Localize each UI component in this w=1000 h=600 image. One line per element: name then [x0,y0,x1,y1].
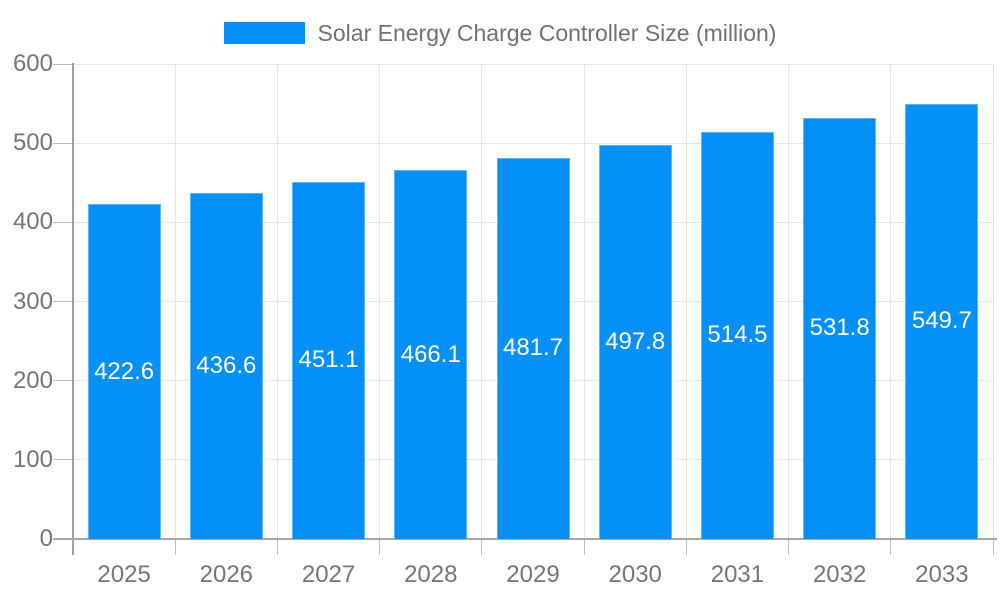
x-axis-label-2031: 2031 [710,561,765,588]
xtick-mark-8 [890,539,892,555]
xtick-mark-3 [379,539,381,555]
gridline-x-6 [685,64,687,539]
legend-label[interactable]: Solar Energy Charge Controller Size (mil… [317,19,777,46]
xtick-mark-9 [992,539,994,555]
bar-value-2028: 466.1 [400,340,461,368]
bar-value-2025: 422.6 [94,357,155,385]
xtick-mark-4 [481,539,483,555]
bar-value-2031: 514.5 [707,321,768,349]
xtick-mark-2 [276,539,278,555]
x-axis-label-2030: 2030 [608,561,662,588]
gridline-x-7 [788,64,790,539]
y-axis-label-200: 200 [12,366,53,394]
ytick-mark-500 [53,142,73,144]
xtick-mark-7 [788,539,790,555]
ytick-mark-400 [53,221,73,223]
x-axis-label-2028: 2028 [404,561,458,588]
bar-value-2032: 531.8 [809,314,870,342]
x-axis-label-2025: 2025 [97,561,151,588]
gridline-x-3 [379,64,381,539]
bar-2031[interactable] [700,131,774,539]
x-axis-label-2026: 2026 [199,561,254,588]
legend[interactable]: Solar Energy Charge Controller Size (mil… [0,16,1000,50]
bar-2030[interactable] [598,144,672,539]
y-axis-label-300: 300 [12,287,53,315]
ytick-mark-100 [53,459,73,461]
y-axis-label-600: 600 [12,50,53,77]
xtick-mark-5 [583,539,585,555]
bar-2025[interactable] [87,204,161,539]
ytick-mark-600 [53,63,73,65]
x-axis-line [53,538,997,540]
gridline-x-5 [583,64,585,539]
ytick-mark-200 [53,380,73,382]
ytick-mark-300 [53,301,73,302]
bar-2026[interactable] [189,193,263,539]
bar-2028[interactable] [394,170,468,539]
xtick-mark-1 [174,539,176,555]
gridline-x-2 [276,64,278,539]
gridline-x-1 [174,64,176,539]
y-axis-label-100: 100 [12,445,53,473]
bar-value-2026: 436.6 [196,352,257,380]
y-axis-line [72,63,74,555]
bar-2027[interactable] [292,181,366,539]
bar-2033[interactable] [905,103,979,539]
x-axis-label-2029: 2029 [506,561,560,588]
y-axis-label-500: 500 [12,129,53,157]
xtick-mark-6 [685,539,687,555]
bar-value-2030: 497.8 [605,327,666,355]
gridline-y-600 [73,63,993,65]
legend-swatch[interactable] [223,22,305,44]
bar-2032[interactable] [803,117,877,539]
gridline-x-4 [481,64,483,539]
bar-value-2029: 481.7 [502,334,564,362]
bar-2029[interactable] [496,157,570,539]
y-axis-label-400: 400 [12,208,53,236]
gridline-x-8 [890,64,892,539]
gridline-y-500 [73,142,993,144]
x-axis-label-2027: 2027 [301,561,356,588]
x-axis-label-2033: 2033 [915,561,969,588]
bar-value-2027: 451.1 [298,346,359,374]
gridline-x-9 [992,64,994,539]
y-axis-label-0: 0 [39,525,53,552]
x-axis-label-2032: 2032 [812,561,867,588]
bar-value-2033: 549.7 [911,307,972,335]
